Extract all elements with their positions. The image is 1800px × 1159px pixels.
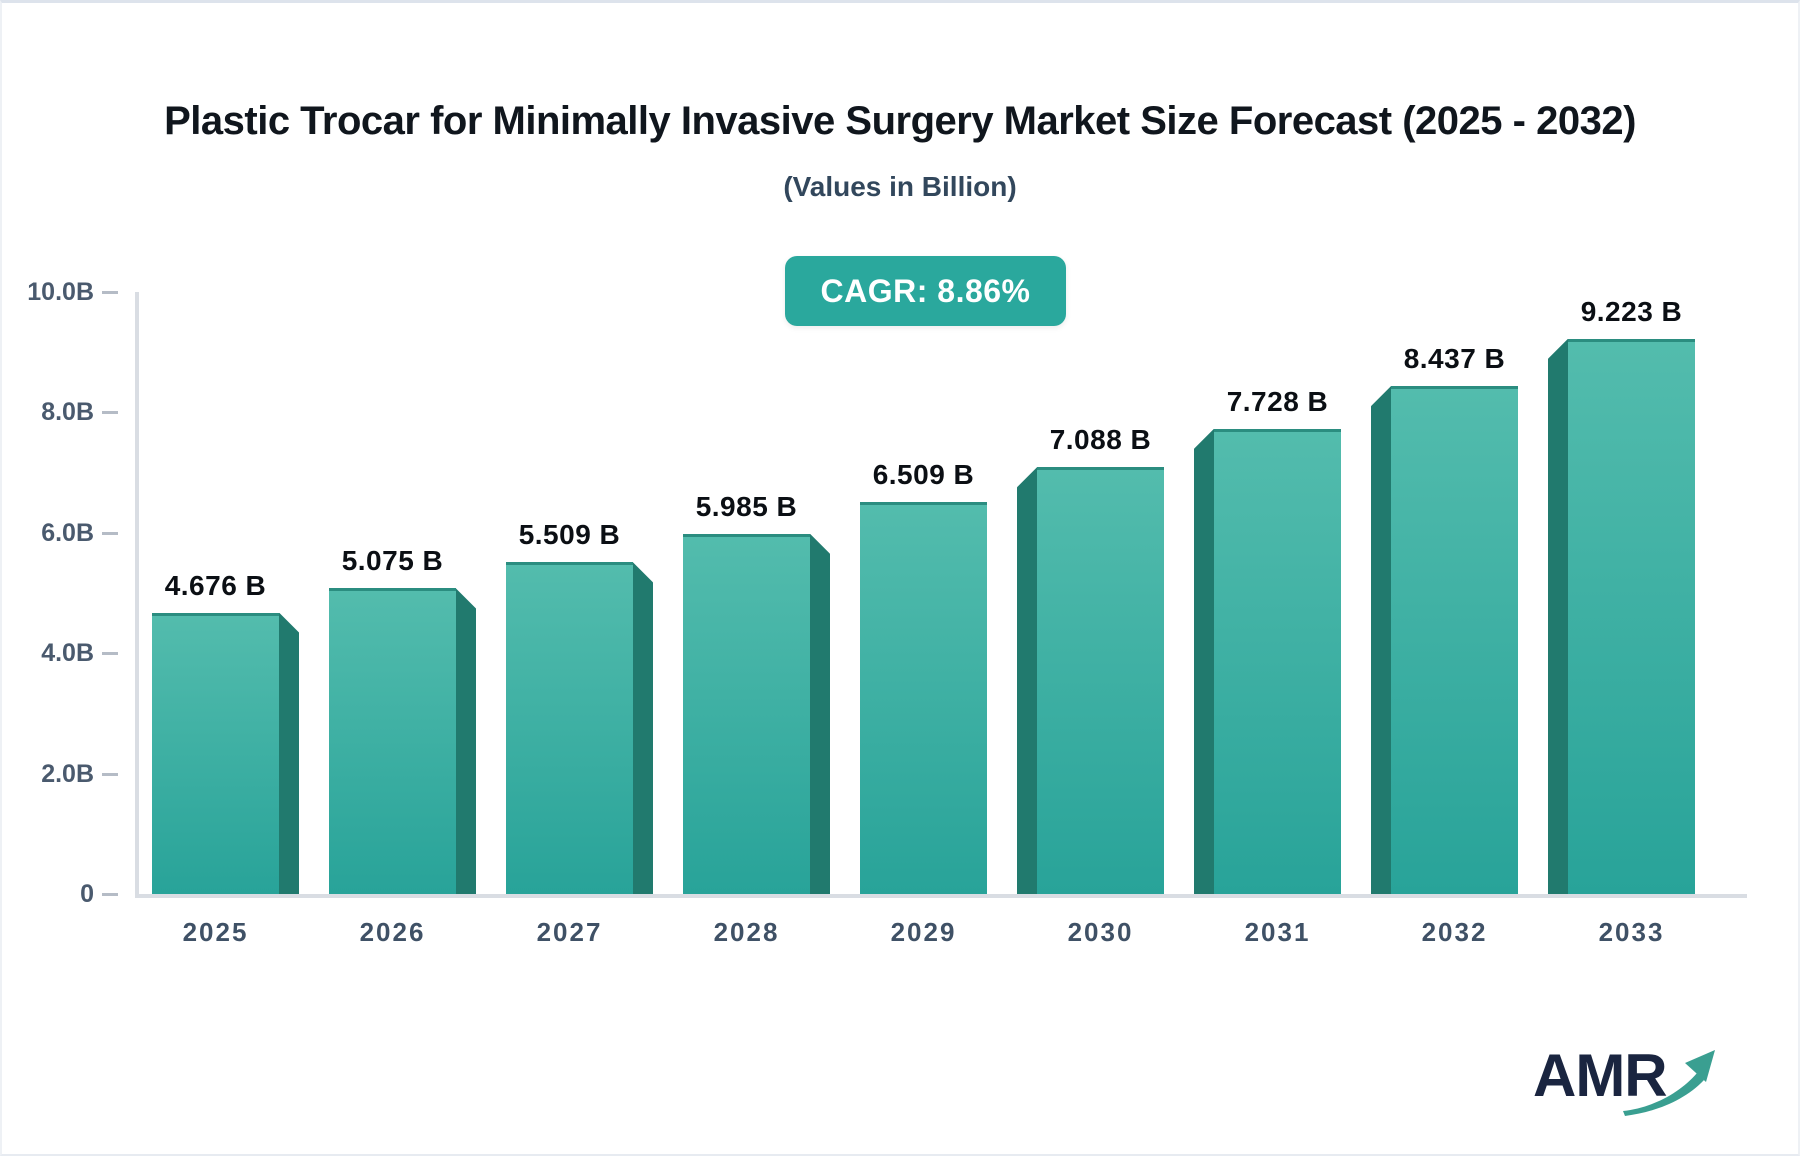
bar-side-panel: [1017, 467, 1037, 894]
bar-2032: [1391, 386, 1518, 894]
y-axis-tick-label: 8.0B: [41, 398, 94, 427]
x-axis-label: 2027: [536, 917, 603, 947]
bar-value-label: 5.985 B: [695, 490, 798, 522]
bar-2026: [329, 588, 456, 894]
y-axis-tick: [102, 411, 118, 415]
bar-side-panel: [1371, 386, 1391, 894]
bar-side-panel: [810, 533, 830, 894]
cagr-badge: CAGR: 8.86%: [785, 256, 1066, 326]
bar-value-label: 8.437 B: [1403, 343, 1506, 375]
bar-value-label: 9.223 B: [1580, 295, 1683, 327]
x-axis-label: 2029: [890, 917, 957, 947]
y-axis-tick: [102, 772, 118, 776]
bar-value-label: 6.509 B: [872, 459, 975, 491]
y-axis-tick: [102, 291, 118, 294]
y-axis-tick-label: 6.0B: [41, 518, 94, 547]
bar-2029: [860, 502, 987, 894]
x-axis-baseline: [135, 894, 1747, 898]
bar-value-label: 5.509 B: [518, 519, 621, 551]
bar-side-panel: [279, 612, 299, 894]
bar-2027: [506, 562, 633, 894]
bar-side-panel: [633, 562, 653, 894]
bar-2028: [683, 533, 810, 894]
y-axis-tick-label: 4.0B: [41, 639, 94, 668]
x-axis-label: 2031: [1244, 917, 1311, 947]
y-axis-tick: [102, 652, 118, 656]
bar-value-label: 7.088 B: [1049, 424, 1152, 456]
x-axis-label: 2030: [1067, 917, 1134, 947]
x-axis-label: 2025: [182, 917, 249, 947]
y-axis-tick-label: 2.0B: [41, 759, 94, 788]
x-axis-label: 2033: [1598, 917, 1665, 947]
chart-subtitle: (Values in Billion): [783, 171, 1017, 202]
y-axis-line: [135, 292, 139, 898]
bar-2031: [1214, 428, 1341, 894]
y-axis-tick-label: 0: [80, 880, 94, 908]
x-axis-label: 2026: [359, 917, 426, 947]
amr-logo: AMR: [1533, 1041, 1723, 1121]
y-axis-tick: [102, 893, 118, 896]
bar-2025: [152, 612, 279, 894]
x-axis-label: 2032: [1421, 917, 1488, 947]
bar-value-label: 5.075 B: [341, 545, 444, 577]
bar-side-panel: [456, 588, 476, 894]
y-axis-tick-label: 10.0B: [27, 278, 94, 306]
x-axis-label: 2028: [713, 917, 780, 947]
growth-arrow-icon: [1623, 1050, 1715, 1116]
bar-side-panel: [1194, 428, 1214, 894]
bar-value-label: 7.728 B: [1226, 385, 1329, 417]
bar-2030: [1037, 467, 1164, 894]
bar-side-panel: [1548, 338, 1568, 894]
bar-2033: [1568, 338, 1695, 894]
bar-chart: 10.0B 8.0B 6.0B 4.0B 2.0B 0 4.676 B 2025 5.075 B…: [2, 3, 1800, 1159]
chart-title: Plastic Trocar for Minimally Invasive Su…: [164, 99, 1636, 143]
bar-value-label: 4.676 B: [164, 569, 267, 601]
amr-logo-text: AMR: [1533, 1042, 1668, 1109]
y-axis-tick: [102, 531, 118, 535]
